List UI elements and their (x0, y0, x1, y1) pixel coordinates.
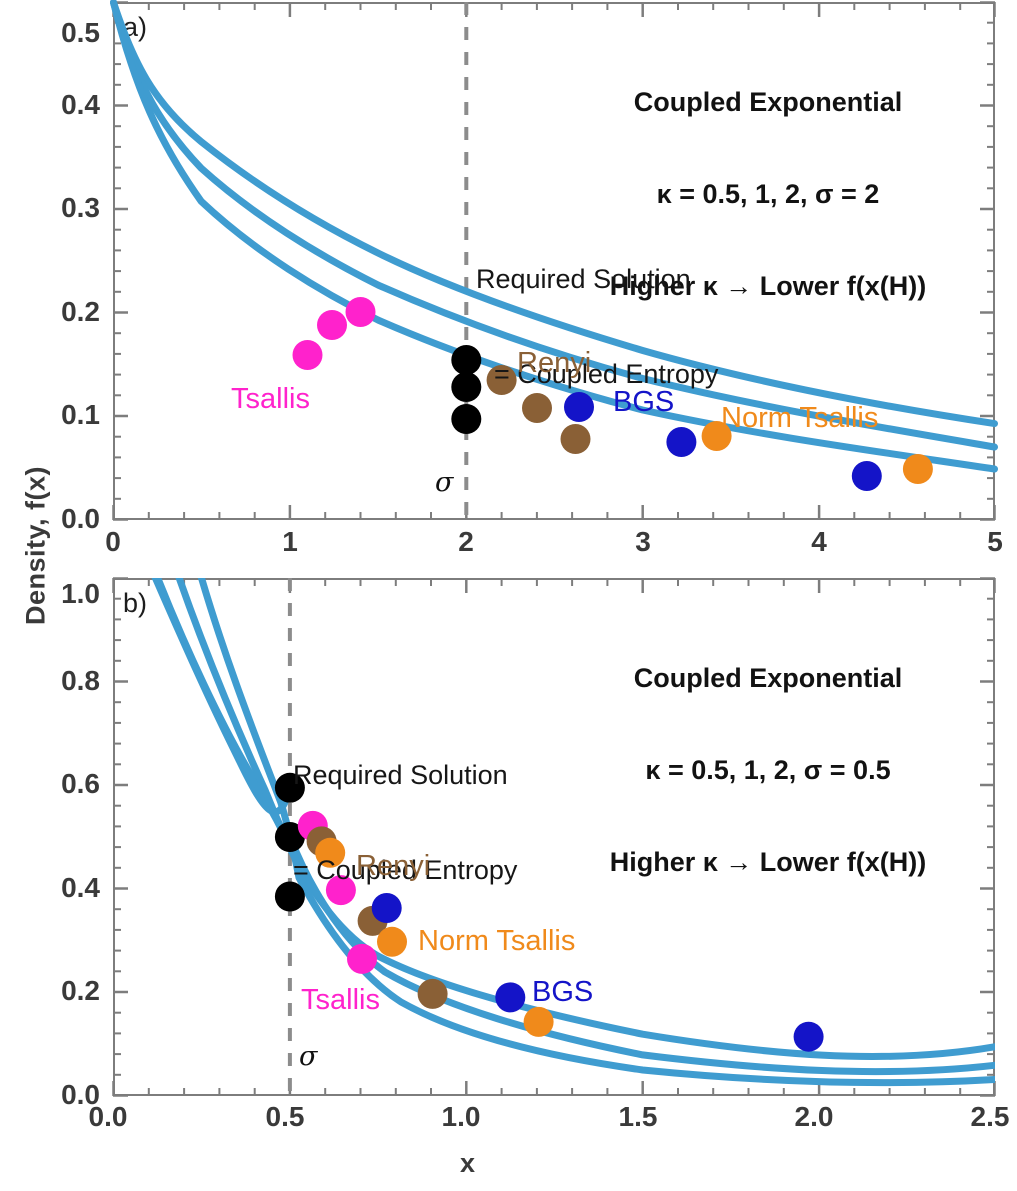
legend-bgs-a: BGS (613, 386, 675, 418)
curve-kappa-1-a (110, 0, 998, 451)
legend-norm-tsallis-b: Norm Tsallis (418, 925, 576, 957)
panel-b-title-line2: κ = 0.5, 1, 2, σ = 0.5 (645, 754, 891, 785)
ytick-a-4: 0.4 (61, 89, 100, 120)
panel-b-topticks (112, 578, 996, 593)
panel-b-title-line3: Higher κ → Lower f(x(H)) (609, 847, 927, 878)
points-bgs-a (564, 392, 882, 491)
panel-a-title-line2: κ = 0.5, 1, 2, σ = 2 (656, 178, 880, 209)
panel-b-sigma-label: σ (299, 1041, 318, 1072)
panel-b-title-block: Coupled Exponential κ = 0.5, 1, 2, σ = 0… (543, 601, 993, 939)
points-norm-tsallis-a (701, 421, 933, 484)
ytick-a-3: 0.3 (61, 192, 100, 223)
xtick-b-0: 0.0 (88, 1101, 128, 1132)
panel-b-frame (113, 578, 995, 1096)
xtick-b-3: 1.5 (618, 1101, 658, 1132)
panel-b-xticks (112, 1081, 996, 1096)
points-bgs-b (371, 893, 824, 1052)
ytick-a-5: 0.5 (61, 17, 100, 48)
points-renyi-a (486, 365, 591, 454)
curve-kappa-2-a (110, 0, 998, 473)
curve-kappa-2-b (197, 578, 995, 1087)
points-norm-tsallis-b (315, 837, 554, 1037)
ytick-b-5: 1.0 (61, 578, 100, 609)
xtick-a-2: 2 (458, 526, 474, 557)
xtick-b-2: 1.0 (441, 1101, 481, 1132)
legend-bgs-b: BGS (532, 976, 594, 1008)
xtick-a-5: 5 (987, 526, 1003, 557)
xtick-a-4: 4 (811, 526, 827, 557)
panel-b-plot (112, 577, 996, 1097)
legend-tsallis-b: Tsallis (301, 984, 380, 1016)
xtick-a-3: 3 (635, 526, 651, 557)
ytick-b-4: 0.8 (61, 665, 100, 696)
ytick-a-2: 0.2 (61, 296, 100, 327)
panel-a-required-line2: = Coupled Entropy (494, 359, 719, 390)
xtick-a-0: 0 (105, 526, 121, 557)
ytick-b-2: 0.4 (61, 872, 100, 903)
panel-b-title-line1: Coupled Exponential (633, 662, 903, 693)
xtick-b-5: 2.5 (970, 1101, 1010, 1132)
points-coupled-entropy-a (451, 345, 482, 434)
panel-b-letter: b) (123, 588, 148, 618)
xtick-b-4: 2.0 (794, 1101, 834, 1132)
x-axis-title: x (460, 1148, 476, 1178)
curve-kappa-1-b (175, 578, 995, 1076)
legend-renyi-b: Renyi (356, 850, 431, 882)
panel-a-topticks (112, 2, 996, 17)
panel-a-required-line1: Required Solution (476, 263, 691, 294)
ytick-b-3: 0.6 (61, 768, 100, 799)
xtick-a-1: 1 (282, 526, 298, 557)
panel-a-plot (110, 0, 998, 521)
panel-b-required-solution: Required Solution = Coupled Entropy (293, 696, 517, 951)
panel-b: b) (112, 577, 996, 1097)
panel-b-yticks (113, 577, 995, 1097)
panel-a-title-line3: Higher κ → Lower f(x(H)) (609, 271, 927, 302)
panel-a-required-solution: Required Solution = Coupled Entropy (476, 200, 718, 455)
panel-a: a) (110, 0, 998, 521)
panel-a-sigma-label: σ (435, 467, 454, 498)
legend-tsallis-a: Tsallis (231, 383, 310, 415)
xtick-b-1: 0.5 (265, 1101, 305, 1132)
ytick-b-1: 0.2 (61, 975, 100, 1006)
panel-a-yticks (113, 1, 995, 521)
ytick-a-0: 0.0 (61, 503, 100, 534)
legend-norm-tsallis-a: Norm Tsallis (721, 402, 879, 434)
panel-b-required-line2: = Coupled Entropy (293, 855, 518, 886)
ytick-b-0: 0.0 (61, 1079, 100, 1110)
points-coupled-entropy-b (274, 772, 305, 912)
panel-a-title-line1: Coupled Exponential (633, 86, 903, 117)
y-axis-title: Density, f(x) (20, 465, 51, 626)
panel-a-frame (113, 2, 995, 520)
panel-a-title-block: Coupled Exponential κ = 0.5, 1, 2, σ = 2… (543, 25, 993, 363)
panel-b-required-line1: Required Solution (293, 759, 508, 790)
legend-renyi-a: Renyi (517, 347, 592, 379)
panel-a-xticks (112, 505, 996, 520)
curve-kappa-0p5-a (110, 0, 998, 428)
ytick-a-1: 0.1 (61, 399, 100, 430)
points-tsallis-a (292, 297, 376, 370)
